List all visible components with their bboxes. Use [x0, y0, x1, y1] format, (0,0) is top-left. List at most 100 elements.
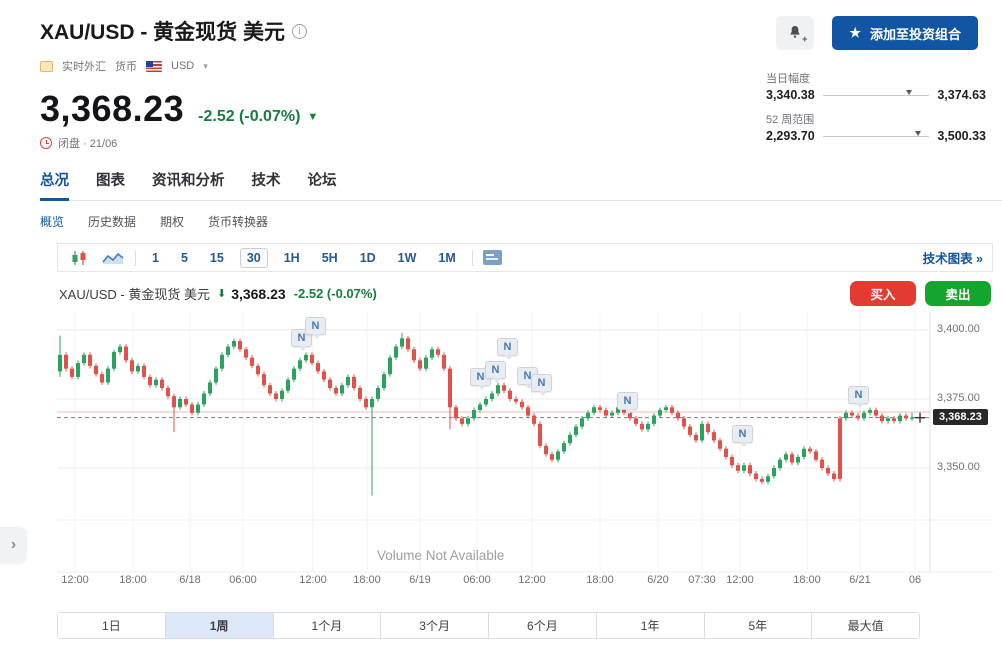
- y-axis-label: 3,375.00: [937, 392, 980, 404]
- candle: [778, 459, 782, 468]
- candle: [118, 346, 122, 353]
- news-marker[interactable]: N: [497, 338, 518, 360]
- buy-button[interactable]: 买入: [850, 281, 916, 306]
- candle: [244, 349, 248, 358]
- subtab-overview[interactable]: 概览: [40, 215, 65, 229]
- y-axis-label: 3,400.00: [937, 323, 980, 335]
- candle: [142, 365, 146, 377]
- candle: [664, 407, 668, 411]
- candle: [418, 360, 422, 369]
- candle: [508, 390, 512, 399]
- interval-30[interactable]: 30: [239, 247, 268, 268]
- candle: [472, 410, 476, 419]
- range-1y[interactable]: 1年: [596, 613, 705, 638]
- technical-chart-link[interactable]: 技术图表 »: [922, 252, 983, 266]
- candle: [70, 368, 74, 377]
- candlestick-chart-icon[interactable]: [67, 249, 91, 267]
- range-1d[interactable]: 1日: [58, 613, 166, 638]
- candle: [382, 374, 386, 388]
- chart-canvas: [57, 311, 993, 573]
- candle: [238, 341, 242, 350]
- candle: [460, 418, 464, 424]
- candle: [556, 451, 560, 460]
- candle: [790, 454, 794, 463]
- main-tabs: 总况 图表 资讯和分析 技术 论坛: [40, 169, 1002, 201]
- header: XAU/USD - 黄金现货 美元 i + ★ 添加至投资组合: [40, 16, 1002, 50]
- down-triangle-icon: ▼: [307, 111, 319, 123]
- news-marker[interactable]: N: [531, 374, 552, 396]
- sidebar-expand-button[interactable]: ›: [0, 527, 27, 563]
- interval-1[interactable]: 1: [152, 250, 159, 265]
- range-1m[interactable]: 1个月: [273, 613, 382, 638]
- chevron-down-icon[interactable]: ▾: [203, 60, 208, 71]
- candle: [706, 423, 710, 433]
- day-range-label: 当日幅度: [766, 73, 810, 85]
- candle: [202, 393, 206, 405]
- interval-5[interactable]: 5: [180, 250, 188, 265]
- candle: [268, 385, 272, 394]
- tab-forum[interactable]: 论坛: [307, 173, 337, 189]
- range-max[interactable]: 最大值: [812, 613, 919, 638]
- candle: [562, 443, 566, 452]
- candle: [226, 346, 230, 355]
- interval-5h[interactable]: 5H: [321, 250, 338, 265]
- day-range-slider: [822, 89, 930, 96]
- subtab-historical-data[interactable]: 历史数据: [88, 215, 137, 229]
- news-marker[interactable]: N: [848, 386, 869, 408]
- news-marker[interactable]: N: [485, 361, 506, 383]
- interval-1m[interactable]: 1M: [438, 250, 456, 265]
- candle: [328, 379, 332, 388]
- candle: [370, 399, 374, 408]
- candle: [658, 410, 662, 416]
- candle: [214, 368, 218, 383]
- candle: [124, 346, 128, 361]
- week52-range-label: 52 周范围: [766, 114, 815, 126]
- tab-overview[interactable]: 总况: [40, 169, 69, 201]
- chart-widget: 1 5 15 30 1H 5H 1D 1W 1M 技术图表 » XAU/USD …: [57, 243, 993, 639]
- candlestick-chart[interactable]: 3,400.00 3,375.00 3,350.00 3,368.23 12:00 18:…: [57, 311, 993, 587]
- alert-bell-button[interactable]: +: [776, 16, 815, 50]
- candle: [748, 465, 752, 474]
- interval-1h[interactable]: 1H: [283, 250, 300, 265]
- area-chart-icon[interactable]: [101, 249, 125, 267]
- subtab-options[interactable]: 期权: [160, 215, 185, 229]
- range-1w[interactable]: 1周: [165, 613, 274, 638]
- interval-1w[interactable]: 1W: [397, 250, 417, 265]
- candle: [346, 376, 350, 386]
- tab-technical[interactable]: 技术: [251, 173, 281, 189]
- day-range-low: 3,340.38: [766, 88, 815, 102]
- sub-tabs: 概览 历史数据 期权 货币转换器: [40, 213, 1002, 230]
- interval-15[interactable]: 15: [209, 250, 224, 265]
- tab-chart[interactable]: 图表: [96, 173, 125, 189]
- tab-news-analysis[interactable]: 资讯和分析: [152, 173, 225, 189]
- candle: [676, 412, 680, 419]
- candle: [784, 454, 788, 460]
- range-5y[interactable]: 5年: [704, 613, 813, 638]
- news-marker[interactable]: N: [732, 425, 753, 447]
- candle: [796, 456, 800, 463]
- candle: [58, 354, 62, 372]
- range-6m[interactable]: 6个月: [489, 613, 597, 638]
- info-icon[interactable]: i: [292, 23, 308, 39]
- candle: [550, 454, 554, 460]
- candle: [208, 382, 212, 394]
- interval-1d[interactable]: 1D: [359, 250, 376, 265]
- range-3m[interactable]: 3个月: [381, 613, 489, 638]
- currency-label: 货币: [115, 61, 137, 73]
- subtab-currency-converter[interactable]: 货币转换器: [208, 215, 269, 229]
- candle: [670, 407, 674, 413]
- sell-button[interactable]: 卖出: [925, 281, 991, 306]
- x-axis-label: 6/21: [849, 574, 871, 586]
- x-axis-label: 18:00: [586, 574, 614, 586]
- add-portfolio-button[interactable]: ★ 添加至投资组合: [832, 16, 978, 50]
- news-marker[interactable]: N: [617, 392, 638, 414]
- candle: [316, 363, 320, 372]
- candle: [730, 456, 734, 466]
- currency-value[interactable]: USD: [171, 60, 195, 72]
- news-marker[interactable]: N: [305, 317, 326, 339]
- divider: [471, 249, 473, 266]
- candle: [412, 349, 416, 361]
- candle: [904, 415, 908, 419]
- candle: [424, 357, 428, 369]
- news-panel-icon[interactable]: [482, 250, 502, 265]
